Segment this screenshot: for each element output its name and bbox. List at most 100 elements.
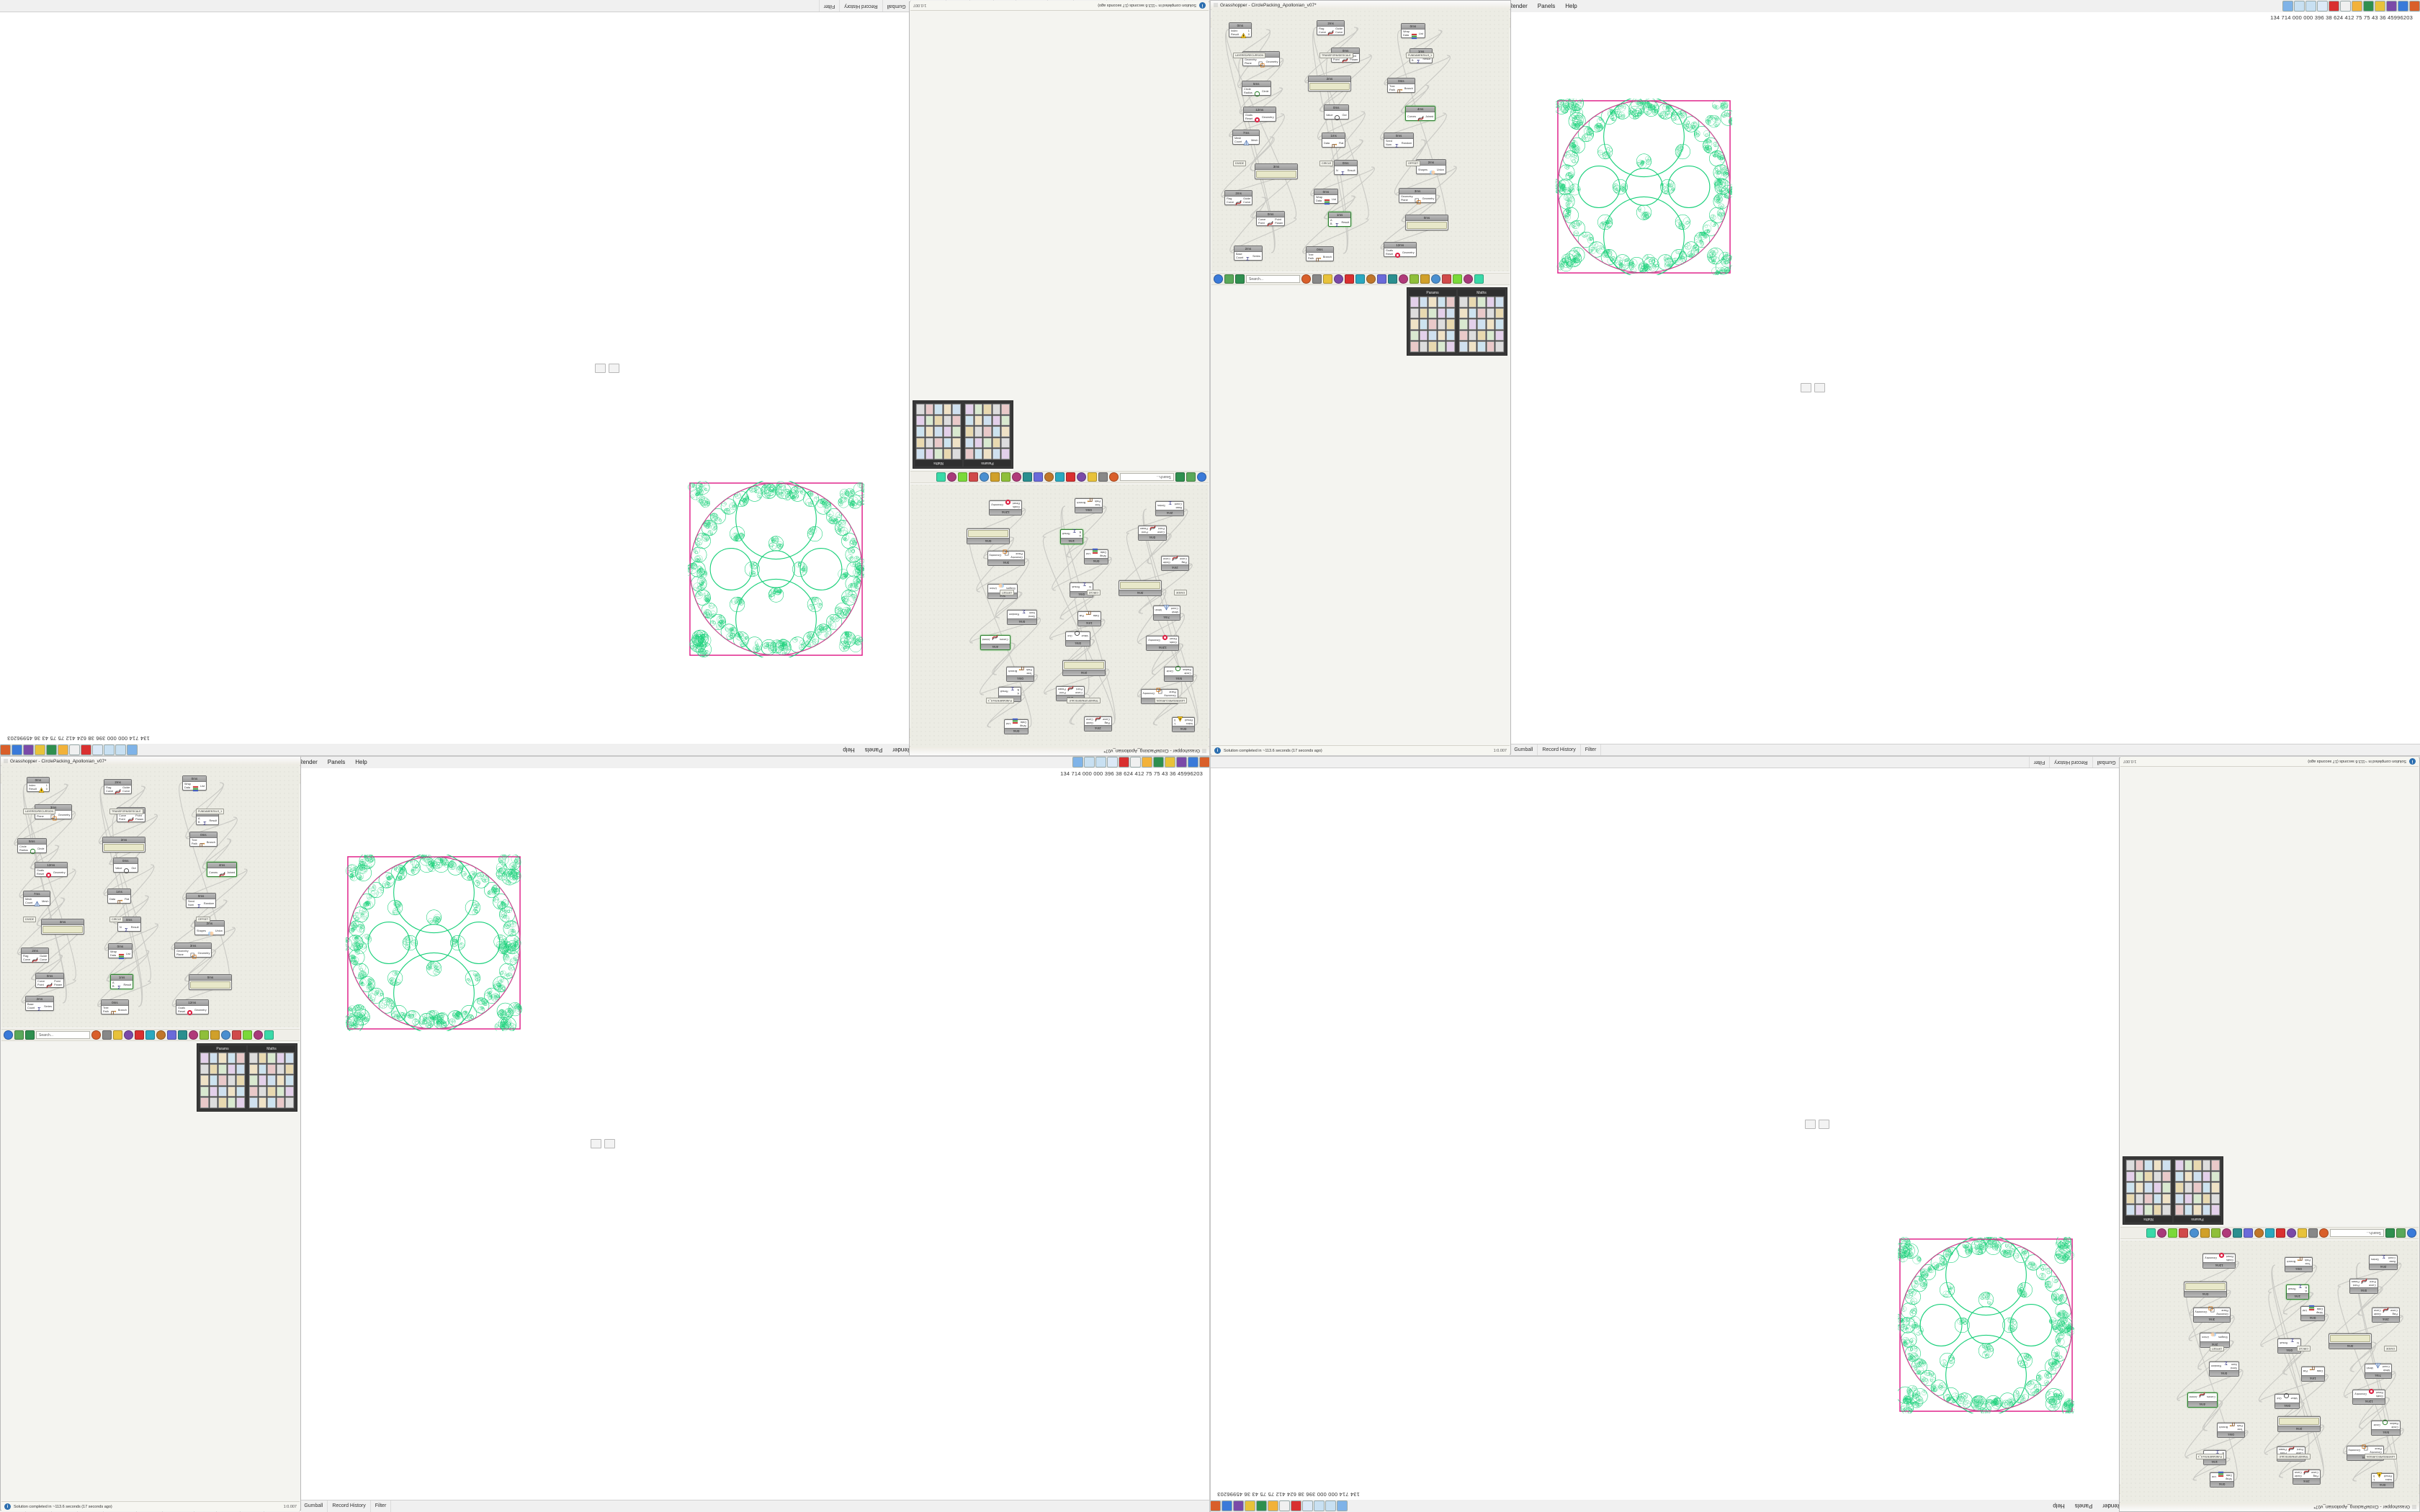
rhino-tool-icon-11[interactable] — [1210, 1500, 1221, 1511]
gh-palette-cell[interactable] — [258, 1053, 267, 1063]
gh-output-port[interactable]: Circle — [37, 847, 45, 850]
gh-output-port[interactable]: Result — [1000, 690, 1008, 693]
status-segment[interactable]: Record History — [839, 0, 882, 12]
status-segment[interactable]: Record History — [1538, 744, 1581, 756]
gh-input-port[interactable]: Point — [37, 984, 44, 986]
gh-output-port[interactable]: Flat — [2303, 1369, 2308, 1373]
gh-output-port[interactable]: Geometry — [989, 554, 1002, 557]
gh-output-port[interactable]: Branch — [1404, 86, 1413, 90]
gh-input-port[interactable]: B — [1017, 688, 1019, 691]
rhino-tool-icon-2[interactable] — [2305, 1, 2316, 12]
gh-palette-cell[interactable] — [2162, 1171, 2171, 1182]
gh-palette-maths[interactable]: Maths — [915, 402, 962, 467]
gh-inputs[interactable]: Mesh Count — [2381, 1364, 2391, 1372]
rhino-tool-icon-7[interactable] — [46, 744, 57, 755]
gradient-icon[interactable] — [2222, 1228, 2231, 1238]
gh-input-port[interactable]: Curve — [2368, 1284, 2376, 1287]
number-slider[interactable] — [104, 844, 144, 851]
gh-input-port[interactable]: Plane — [37, 815, 44, 818]
gh-component[interactable]: 0ms — [189, 974, 232, 990]
gh-input-port[interactable]: Count — [2388, 1256, 2396, 1259]
gh-palette-grid[interactable] — [915, 403, 962, 460]
gh-palette-cell[interactable] — [2135, 1193, 2144, 1205]
gh-palette-grid[interactable] — [1458, 296, 1505, 353]
gh-outputs[interactable]: Geometry — [1421, 194, 1436, 202]
gh-palette-cell[interactable] — [2202, 1205, 2211, 1215]
grasshopper-canvas[interactable]: 0ms Index Result 1 0 2ms Flag Curve Guide Curve 0m… — [910, 485, 1209, 747]
new-file-icon[interactable] — [4, 1030, 13, 1040]
gh-inputs[interactable]: Data — [2316, 1367, 2324, 1375]
gh-output-port[interactable]: Curve — [40, 958, 48, 961]
gh-output-port[interactable]: Guide — [1085, 721, 1093, 724]
gh-outputs[interactable]: Out — [1066, 632, 1073, 640]
grasshopper-toolbar[interactable]: Search... — [1211, 273, 1510, 285]
gh-input-port[interactable]: Base — [2389, 1260, 2396, 1263]
gh-outputs[interactable]: Union — [214, 927, 224, 935]
gh-inputs[interactable]: Flag Curve — [1225, 197, 1235, 204]
gh-palette-cell[interactable] — [1410, 307, 1419, 319]
gh-component[interactable]: 0ms Seed Num Σ Random — [186, 893, 217, 909]
gh-output-port[interactable]: Geometry — [1422, 197, 1435, 200]
gh-outputs[interactable]: Geometry — [1147, 636, 1162, 644]
gh-component[interactable]: 7ms Mesh Count Mesh — [2364, 1363, 2392, 1379]
gh-component[interactable]: 0ms Seed Num Σ Random — [1384, 132, 1415, 149]
gh-output-port[interactable]: 0 — [2373, 1475, 2375, 1477]
gh-palette-cell[interactable] — [1468, 307, 1477, 319]
gh-input-port[interactable]: Point — [1258, 222, 1265, 225]
grasshopper-canvas[interactable]: 0ms Index Result 1 0 2ms Flag Curve Guide Curve 0m… — [2120, 1241, 2419, 1503]
gh-component[interactable]: 0ms Wrap Data List — [2300, 1305, 2325, 1321]
gh-palette-cell[interactable] — [285, 1075, 294, 1086]
gh-output-port[interactable]: Joined — [2189, 1395, 2197, 1399]
gh-input-port[interactable]: Point — [1158, 527, 1165, 530]
gh-outputs[interactable]: Geometry — [990, 501, 1005, 509]
preview-icon[interactable] — [102, 1030, 112, 1040]
rhino-tool-icon-4[interactable] — [1119, 757, 1129, 768]
gh-output-port[interactable]: Branch — [2287, 1260, 2296, 1264]
gh-input-port[interactable]: Flag — [1319, 27, 1325, 30]
shaded-preview-icon[interactable] — [980, 472, 989, 482]
gh-input-port[interactable]: Curve — [1258, 218, 1266, 221]
gh-palette-cell[interactable] — [1495, 297, 1504, 307]
gh-output-port[interactable]: Result — [209, 819, 218, 822]
gh-input-port[interactable]: Point — [119, 818, 125, 821]
gh-palette-cell[interactable] — [2126, 1193, 2135, 1205]
gh-output-port[interactable]: Guide — [1162, 561, 1170, 564]
rhino-tool-icon-6[interactable] — [1268, 1500, 1278, 1511]
rhino-toolbar[interactable] — [1210, 1500, 1349, 1512]
gh-palette-cell[interactable] — [1486, 297, 1495, 307]
gh-outputs[interactable]: Joined — [225, 868, 236, 876]
rhino-tool-icon-11[interactable] — [0, 744, 11, 755]
gh-component[interactable]: 12ms Goals Reset Geometry — [1243, 107, 1276, 123]
gh-palette-cell[interactable] — [249, 1086, 258, 1097]
gh-input-port[interactable]: Data — [2226, 1474, 2232, 1477]
gh-palette-cell[interactable] — [2202, 1171, 2211, 1182]
grasshopper-canvas[interactable]: 0ms Index Result 1 0 2ms Flag Curve Guide Curve 0m… — [1, 765, 300, 1027]
colour-swatch-icon[interactable] — [232, 1030, 241, 1040]
gh-component[interactable]: 5ms Circle Radius Circle — [17, 838, 47, 855]
gh-outputs[interactable]: Result — [2287, 1285, 2298, 1293]
gh-output-port[interactable]: Branch — [1322, 255, 1332, 258]
gh-output-port[interactable]: Point — [1142, 531, 1148, 534]
profiler-icon[interactable] — [1355, 274, 1365, 284]
gh-palette-cell[interactable] — [2162, 1193, 2171, 1205]
rhino-tool-icon-0[interactable] — [127, 744, 138, 755]
grasshopper-title-bar[interactable]: Grasshopper - CirclePacking_Apollonian_v… — [2120, 1502, 2419, 1511]
gh-palette-cell[interactable] — [1428, 297, 1437, 307]
gh-input-port[interactable]: Curve — [37, 980, 45, 983]
gh-input-port[interactable]: Reset — [1013, 502, 1020, 505]
gh-palette-cell[interactable] — [952, 404, 961, 415]
gh-input-port[interactable]: Path — [1095, 500, 1101, 503]
gh-output-port[interactable]: Point — [1275, 218, 1281, 221]
gh-palette-cell[interactable] — [974, 404, 983, 415]
zoom-extents-icon[interactable] — [91, 1030, 101, 1040]
document-settings-icon[interactable] — [2146, 1228, 2156, 1238]
rhino-tool-icon-9[interactable] — [2386, 1, 2397, 12]
gh-outputs[interactable]: Geometry — [2203, 1254, 2218, 1262]
